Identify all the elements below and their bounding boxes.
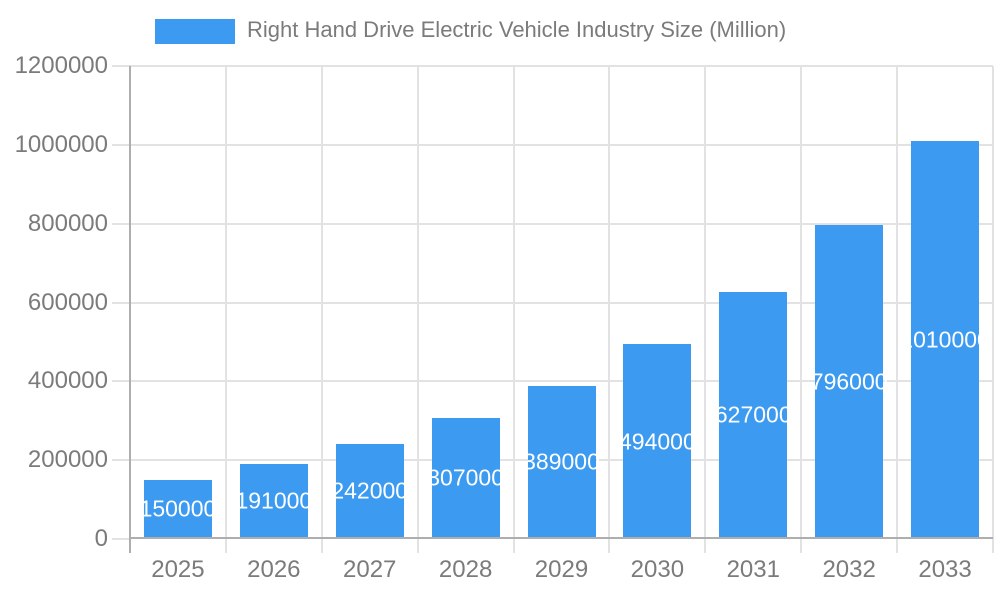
x-axis-tick-label: 2033 xyxy=(918,556,972,583)
gridline-vertical xyxy=(992,66,994,539)
bar-value-label: 494000 xyxy=(619,428,696,455)
gridline-horizontal xyxy=(130,143,993,146)
gridline-vertical xyxy=(608,66,611,539)
y-axis-tick-label: 800000 xyxy=(27,209,108,237)
gridline-horizontal xyxy=(130,301,993,304)
bar-value-label: 389000 xyxy=(523,448,600,475)
y-axis-line xyxy=(129,66,131,553)
bar-value-label: 307000 xyxy=(427,464,504,491)
x-axis-tick-label: 2031 xyxy=(726,556,780,583)
gridline-vertical xyxy=(224,66,227,539)
gridline-vertical xyxy=(800,66,803,539)
y-axis-tick xyxy=(112,143,130,146)
bar-value-label: 150000 xyxy=(139,495,217,522)
gridline-vertical xyxy=(416,66,419,539)
x-axis-line xyxy=(130,537,993,539)
y-axis-tick xyxy=(112,65,130,67)
x-axis-tick xyxy=(416,539,419,553)
bar[interactable] xyxy=(143,479,212,537)
y-axis-tick-label: 200000 xyxy=(27,446,108,474)
y-axis-tick-label: 0 xyxy=(94,525,108,552)
y-axis-tick xyxy=(112,380,130,383)
y-axis-tick xyxy=(112,222,130,225)
bar[interactable] xyxy=(815,225,884,537)
x-axis-tick xyxy=(512,539,515,553)
x-axis-tick xyxy=(896,539,899,553)
x-axis-tick-label: 2025 xyxy=(151,556,205,583)
x-axis-tick xyxy=(992,539,994,553)
legend-label: Right Hand Drive Electric Vehicle Indust… xyxy=(247,16,787,42)
gridline-vertical xyxy=(512,66,515,539)
bar-value-label: 242000 xyxy=(331,477,409,504)
y-axis-tick-label: 600000 xyxy=(27,288,108,316)
bar-value-label: 191000 xyxy=(235,487,313,514)
bar[interactable] xyxy=(527,385,596,537)
x-axis-tick-label: 2026 xyxy=(247,556,301,583)
bar-value-label: 1010000 xyxy=(900,326,990,353)
bar[interactable] xyxy=(911,140,980,537)
x-axis-tick xyxy=(800,539,803,553)
x-axis-tick-label: 2032 xyxy=(822,556,876,583)
bar[interactable] xyxy=(719,291,788,537)
x-axis-tick xyxy=(704,539,707,553)
x-axis-tick xyxy=(320,539,323,553)
x-axis-tick xyxy=(608,539,611,553)
bar[interactable] xyxy=(431,417,500,537)
x-axis-tick-label: 2027 xyxy=(343,556,397,583)
y-axis-tick xyxy=(112,301,130,304)
x-axis-tick-label: 2028 xyxy=(438,556,493,583)
bar-value-label: 796000 xyxy=(810,368,888,395)
x-axis-tick-label: 2029 xyxy=(534,556,589,583)
y-axis-tick xyxy=(112,459,130,462)
gridline-vertical xyxy=(320,66,323,539)
legend-swatch xyxy=(155,19,235,44)
gridline-horizontal xyxy=(130,65,993,67)
gridline-horizontal xyxy=(130,222,993,225)
gridline-vertical xyxy=(704,66,707,539)
gridline-vertical xyxy=(896,66,899,539)
bar[interactable] xyxy=(239,463,308,537)
y-axis-tick-label: 400000 xyxy=(27,367,108,395)
y-axis-tick-label: 1200000 xyxy=(14,52,108,79)
y-axis-tick xyxy=(112,538,130,540)
bar[interactable] xyxy=(335,443,404,537)
bar[interactable] xyxy=(623,344,692,537)
x-axis-tick xyxy=(224,539,227,553)
x-axis-tick-label: 2030 xyxy=(630,556,685,583)
gridline-horizontal xyxy=(130,380,993,383)
bar-value-label: 627000 xyxy=(714,401,792,428)
y-axis-tick-label: 1000000 xyxy=(14,130,108,158)
